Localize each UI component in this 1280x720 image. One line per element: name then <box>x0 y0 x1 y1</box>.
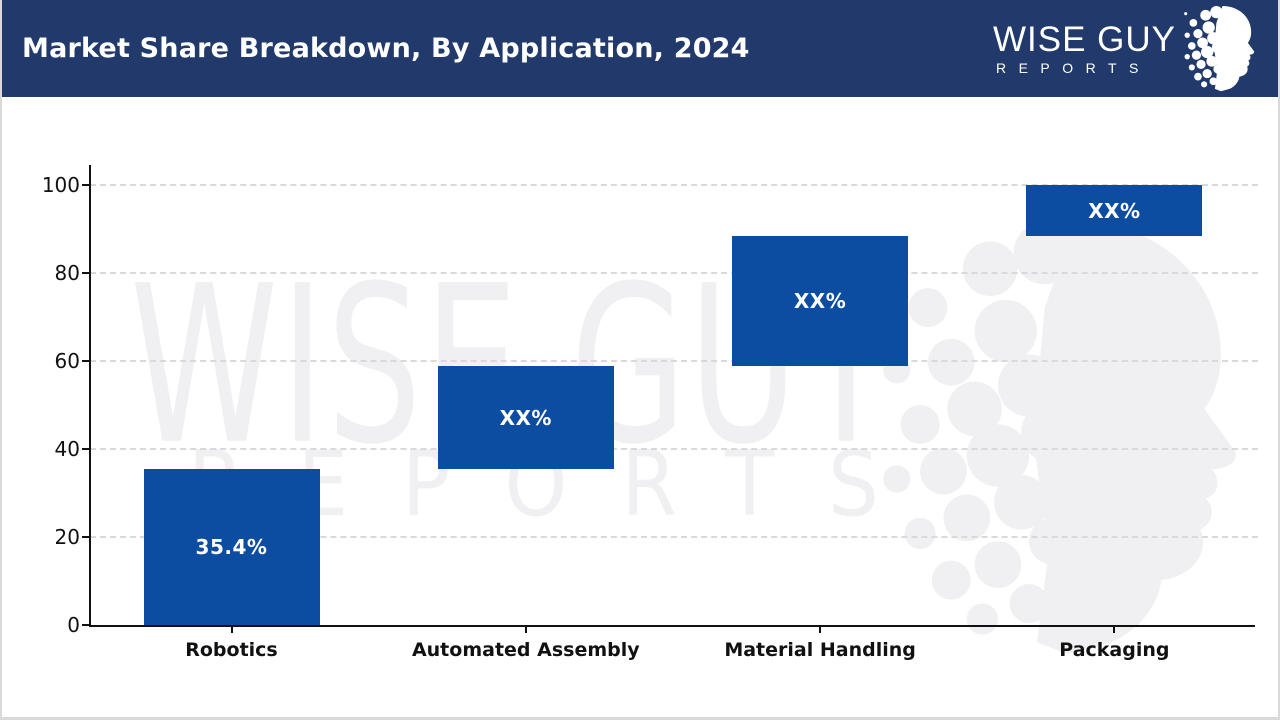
x-tickmark-0 <box>230 625 233 633</box>
x-tickmark-1 <box>524 625 527 633</box>
x-axis-line <box>89 625 1255 627</box>
gridline-100 <box>90 184 1258 186</box>
x-category-label-1: Automated Assembly <box>411 639 640 661</box>
y-tickmark-60 <box>82 360 90 362</box>
y-axis-line <box>89 165 91 627</box>
y-tick-label-20: 20 <box>54 525 80 549</box>
x-tickmark-3 <box>1113 625 1116 633</box>
x-tickmark-2 <box>819 625 822 633</box>
bar-packaging: XX% <box>1026 185 1203 237</box>
x-category-label-2: Material Handling <box>724 639 916 661</box>
y-tickmark-80 <box>82 272 90 274</box>
bar-automated-assembly: XX% <box>437 366 614 470</box>
y-tick-label-80: 80 <box>54 261 80 285</box>
y-tick-label-100: 100 <box>41 173 80 197</box>
bar-material-handling: XX% <box>732 236 909 367</box>
logo-subtitle: REPORTS <box>995 60 1151 76</box>
bar-value-label: XX% <box>793 289 847 314</box>
page-title: Market Share Breakdown, By Application, … <box>22 33 750 64</box>
gridline-60 <box>90 360 1258 362</box>
gridline-80 <box>90 272 1258 274</box>
y-tick-label-0: 0 <box>67 613 80 637</box>
y-tickmark-40 <box>82 448 90 450</box>
logo-wordmark: WISE GUY <box>992 20 1176 59</box>
y-tick-label-60: 60 <box>54 349 80 373</box>
x-category-label-0: Robotics <box>185 639 278 661</box>
logo-face-icon <box>1184 5 1255 91</box>
header-band: Market Share Breakdown, By Application, … <box>2 0 1278 97</box>
bar-value-label: 35.4% <box>195 535 268 560</box>
bar-value-label: XX% <box>499 405 552 430</box>
y-tickmark-0 <box>82 624 90 626</box>
bar-robotics: 35.4% <box>143 469 320 625</box>
y-tickmark-20 <box>82 536 90 538</box>
gridline-40 <box>90 448 1258 450</box>
wiseguy-logo: WISE GUY REPORTS <box>993 5 1260 92</box>
bar-value-label: XX% <box>1088 198 1141 223</box>
gridline-20 <box>90 536 1258 538</box>
y-tickmark-100 <box>82 184 90 186</box>
x-category-label-3: Packaging <box>1059 639 1170 661</box>
logo-text: WISE GUY REPORTS <box>993 22 1176 75</box>
y-tick-label-40: 40 <box>54 437 80 461</box>
